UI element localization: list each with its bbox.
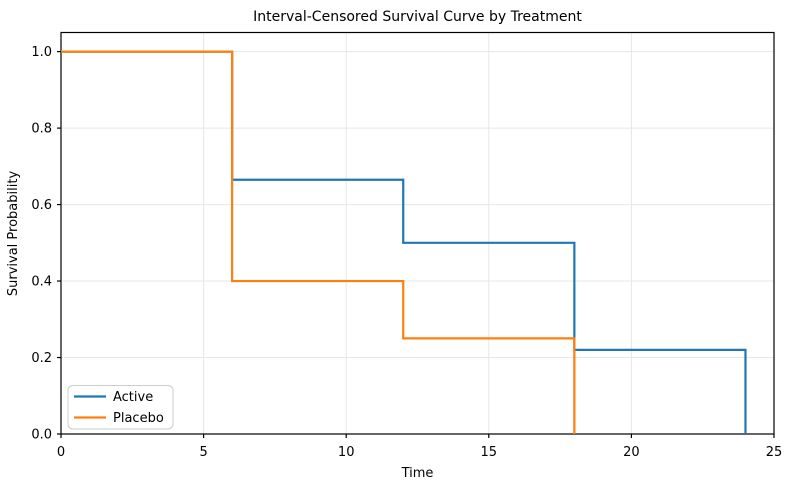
x-tick-label: 25 <box>766 445 783 460</box>
y-tick-label: 0.0 <box>31 428 52 443</box>
y-axis-label: Survival Probability <box>6 171 21 297</box>
y-tick-label: 0.4 <box>31 275 52 290</box>
chart-title: Interval-Censored Survival Curve by Trea… <box>253 9 582 25</box>
x-axis-label: Time <box>401 466 434 481</box>
y-tick-label: 1.0 <box>31 45 52 60</box>
grid-layer <box>60 32 775 435</box>
x-tick-label: 15 <box>481 445 498 460</box>
x-tick-label: 0 <box>57 445 65 460</box>
y-tick-label: 0.8 <box>31 122 52 137</box>
series-layer <box>61 50 747 434</box>
x-tick-label: 5 <box>199 445 207 460</box>
legend-label-placebo: Placebo <box>113 411 164 426</box>
legend: Active Placebo <box>67 385 174 430</box>
legend-label-active: Active <box>113 390 153 405</box>
series-line-active <box>61 50 747 434</box>
y-tick-label: 0.6 <box>31 198 52 213</box>
tick-layer: 0 5 10 15 20 25 0.0 0.2 0.4 0.6 0.8 1.0 <box>31 45 782 460</box>
plot-frame <box>60 31 775 435</box>
frame-layer <box>60 31 775 435</box>
series-line-placebo <box>61 50 576 434</box>
y-tick-label: 0.2 <box>31 351 52 366</box>
x-tick-label: 20 <box>623 445 640 460</box>
x-tick-label: 10 <box>338 445 355 460</box>
